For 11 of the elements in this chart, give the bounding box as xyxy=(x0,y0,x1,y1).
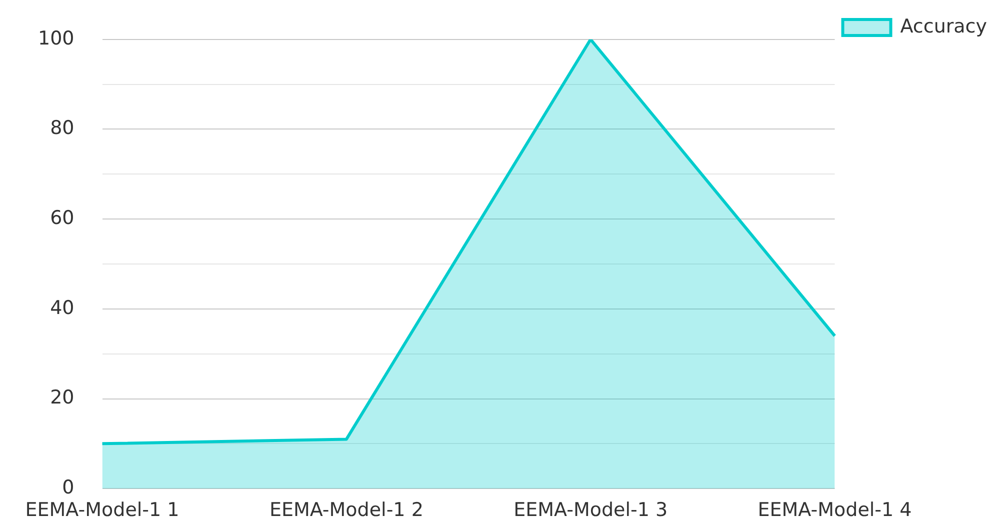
x-tick-label: EEMA-Model-1 3 xyxy=(514,498,668,521)
x-tick-label: EEMA-Model-1 4 xyxy=(758,498,912,521)
y-tick-label: 60 xyxy=(50,207,74,230)
x-tick-label: EEMA-Model-1 2 xyxy=(269,498,424,521)
legend-label: Accuracy xyxy=(900,15,988,38)
y-tick-label: 20 xyxy=(50,386,74,409)
x-tick-label: EEMA-Model-1 1 xyxy=(25,498,180,521)
y-tick-label: 0 xyxy=(62,476,74,499)
y-tick-label: 40 xyxy=(50,296,74,319)
y-tick-label: 100 xyxy=(38,27,74,50)
y-tick-label: 80 xyxy=(50,117,74,140)
